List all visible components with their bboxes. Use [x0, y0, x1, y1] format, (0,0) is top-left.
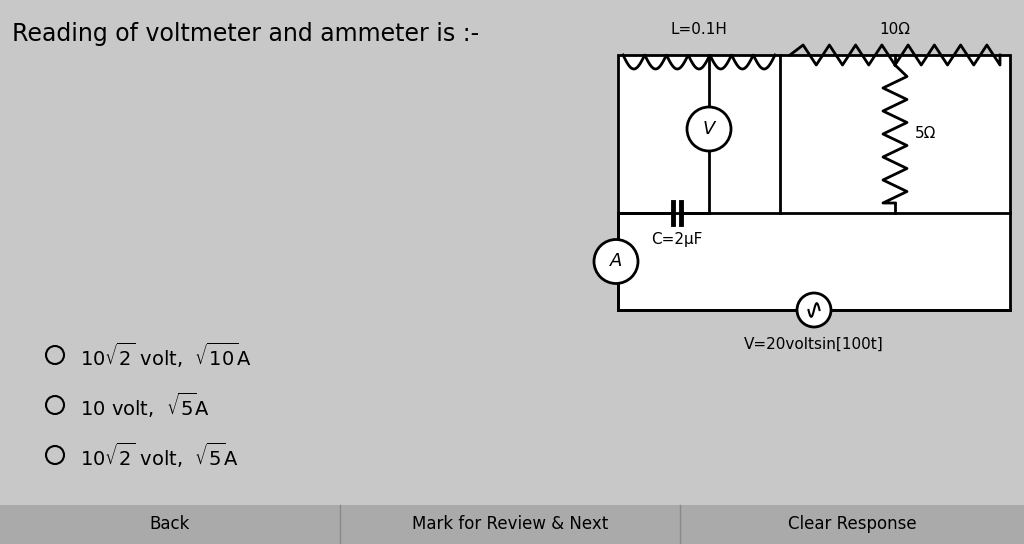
Text: Back: Back: [150, 515, 190, 533]
Text: L=0.1H: L=0.1H: [671, 22, 727, 37]
Text: 5Ω: 5Ω: [915, 127, 936, 141]
Text: V=20voltsin[100t]: V=20voltsin[100t]: [744, 337, 884, 352]
Text: $10\sqrt{2}$ volt,  $\sqrt{5}$A: $10\sqrt{2}$ volt, $\sqrt{5}$A: [80, 441, 239, 469]
Bar: [0, 505, 1024, 544]
Text: 10Ω: 10Ω: [880, 22, 910, 37]
Text: $10\sqrt{2}$ volt,  $\sqrt{10}$A: $10\sqrt{2}$ volt, $\sqrt{10}$A: [80, 341, 251, 369]
Text: Mark for Review & Next: Mark for Review & Next: [412, 515, 608, 533]
Text: Clear Response: Clear Response: [787, 515, 916, 533]
Circle shape: [797, 293, 831, 327]
Circle shape: [594, 239, 638, 283]
Text: Reading of voltmeter and ammeter is :-: Reading of voltmeter and ammeter is :-: [12, 22, 479, 46]
Circle shape: [687, 107, 731, 151]
Bar: [618, 55, 1010, 310]
Text: C=2μF: C=2μF: [651, 232, 702, 247]
Text: A: A: [610, 252, 623, 270]
Text: 10 volt,  $\sqrt{5}$A: 10 volt, $\sqrt{5}$A: [80, 391, 210, 419]
Text: V: V: [702, 120, 715, 138]
